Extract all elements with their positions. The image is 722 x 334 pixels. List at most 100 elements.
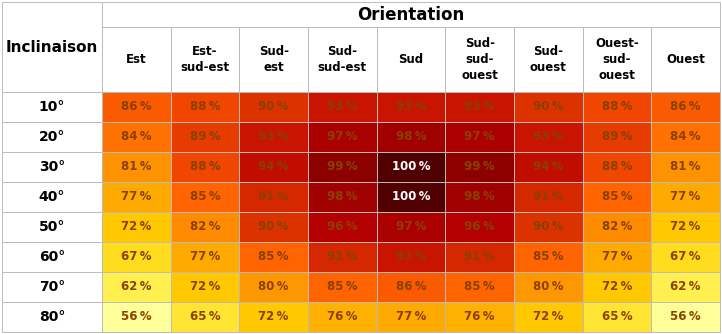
Text: Sud-
sud-
ouest: Sud- sud- ouest — [461, 37, 498, 82]
Text: Sud-
ouest: Sud- ouest — [530, 45, 567, 74]
Text: 86 %: 86 % — [670, 101, 701, 114]
Text: Ouest-
sud-
ouest: Ouest- sud- ouest — [595, 37, 639, 82]
Bar — [445, 182, 514, 212]
Text: 70°: 70° — [39, 280, 65, 294]
Text: 77 %: 77 % — [602, 250, 632, 264]
Bar — [445, 242, 514, 272]
Text: 10°: 10° — [39, 100, 65, 114]
Bar — [239, 152, 308, 182]
Text: 98 %: 98 % — [396, 131, 426, 144]
Bar — [583, 92, 651, 122]
Text: 90 %: 90 % — [258, 220, 289, 233]
Text: 93 %: 93 % — [396, 101, 426, 114]
Bar — [239, 122, 308, 152]
Text: 67 %: 67 % — [121, 250, 152, 264]
Text: 90 %: 90 % — [533, 220, 564, 233]
Text: 77 %: 77 % — [396, 311, 426, 324]
Bar — [308, 152, 377, 182]
Text: 94 %: 94 % — [258, 161, 289, 173]
Bar — [102, 242, 170, 272]
Bar — [651, 152, 720, 182]
Text: 88 %: 88 % — [601, 101, 632, 114]
Bar — [239, 302, 308, 332]
Bar — [514, 272, 583, 302]
Bar — [377, 152, 445, 182]
Bar — [2, 242, 102, 272]
Bar — [170, 152, 239, 182]
Bar — [102, 302, 170, 332]
Text: 88 %: 88 % — [190, 161, 220, 173]
Bar — [514, 212, 583, 242]
Text: 98 %: 98 % — [464, 190, 495, 203]
Text: 91 %: 91 % — [327, 250, 357, 264]
Bar — [583, 152, 651, 182]
Text: 96 %: 96 % — [464, 220, 495, 233]
Text: 88 %: 88 % — [601, 161, 632, 173]
Bar — [102, 152, 170, 182]
Bar — [308, 272, 377, 302]
Bar — [102, 92, 170, 122]
Text: 76 %: 76 % — [327, 311, 357, 324]
Bar — [377, 242, 445, 272]
Text: 91 %: 91 % — [464, 250, 495, 264]
Text: 93 %: 93 % — [464, 101, 495, 114]
Text: 80 %: 80 % — [533, 281, 564, 294]
Text: 86 %: 86 % — [121, 101, 152, 114]
Text: 97 %: 97 % — [396, 220, 426, 233]
Bar — [377, 272, 445, 302]
Bar — [377, 302, 445, 332]
Bar — [102, 212, 170, 242]
Bar — [170, 302, 239, 332]
Text: 56 %: 56 % — [121, 311, 152, 324]
Bar — [308, 27, 377, 92]
Text: Est: Est — [126, 53, 147, 66]
Bar — [514, 152, 583, 182]
Text: 84 %: 84 % — [121, 131, 152, 144]
Bar — [239, 272, 308, 302]
Text: 100 %: 100 % — [392, 161, 430, 173]
Text: 72 %: 72 % — [533, 311, 563, 324]
Text: 50°: 50° — [39, 220, 65, 234]
Bar — [651, 242, 720, 272]
Text: 72 %: 72 % — [602, 281, 632, 294]
Text: 77 %: 77 % — [190, 250, 220, 264]
Bar — [102, 182, 170, 212]
Bar — [583, 27, 651, 92]
Text: 91 %: 91 % — [258, 190, 289, 203]
Text: 30°: 30° — [39, 160, 65, 174]
Text: 65 %: 65 % — [190, 311, 220, 324]
Text: 99 %: 99 % — [464, 161, 495, 173]
Text: 88 %: 88 % — [190, 101, 220, 114]
Bar — [445, 122, 514, 152]
Bar — [170, 122, 239, 152]
Text: 85 %: 85 % — [533, 250, 564, 264]
Bar — [514, 302, 583, 332]
Text: 72 %: 72 % — [671, 220, 701, 233]
Text: 62 %: 62 % — [671, 281, 701, 294]
Text: 82 %: 82 % — [190, 220, 220, 233]
Text: 82 %: 82 % — [601, 220, 632, 233]
Bar — [102, 122, 170, 152]
Bar — [170, 272, 239, 302]
Bar — [651, 122, 720, 152]
Bar — [2, 272, 102, 302]
Bar — [583, 302, 651, 332]
Bar — [651, 272, 720, 302]
Bar — [308, 182, 377, 212]
Bar — [2, 152, 102, 182]
Text: Sud: Sud — [399, 53, 424, 66]
Text: 77 %: 77 % — [121, 190, 152, 203]
Text: Est-
sud-est: Est- sud-est — [180, 45, 230, 74]
Text: 85 %: 85 % — [601, 190, 632, 203]
Bar — [2, 212, 102, 242]
Text: 93 %: 93 % — [327, 101, 357, 114]
Bar — [514, 182, 583, 212]
Text: 65 %: 65 % — [601, 311, 632, 324]
Text: 72 %: 72 % — [121, 220, 152, 233]
Text: 93 %: 93 % — [258, 131, 289, 144]
Bar — [308, 242, 377, 272]
Text: Ouest: Ouest — [666, 53, 705, 66]
Text: 60°: 60° — [39, 250, 65, 264]
Text: 85 %: 85 % — [327, 281, 357, 294]
Bar — [377, 92, 445, 122]
